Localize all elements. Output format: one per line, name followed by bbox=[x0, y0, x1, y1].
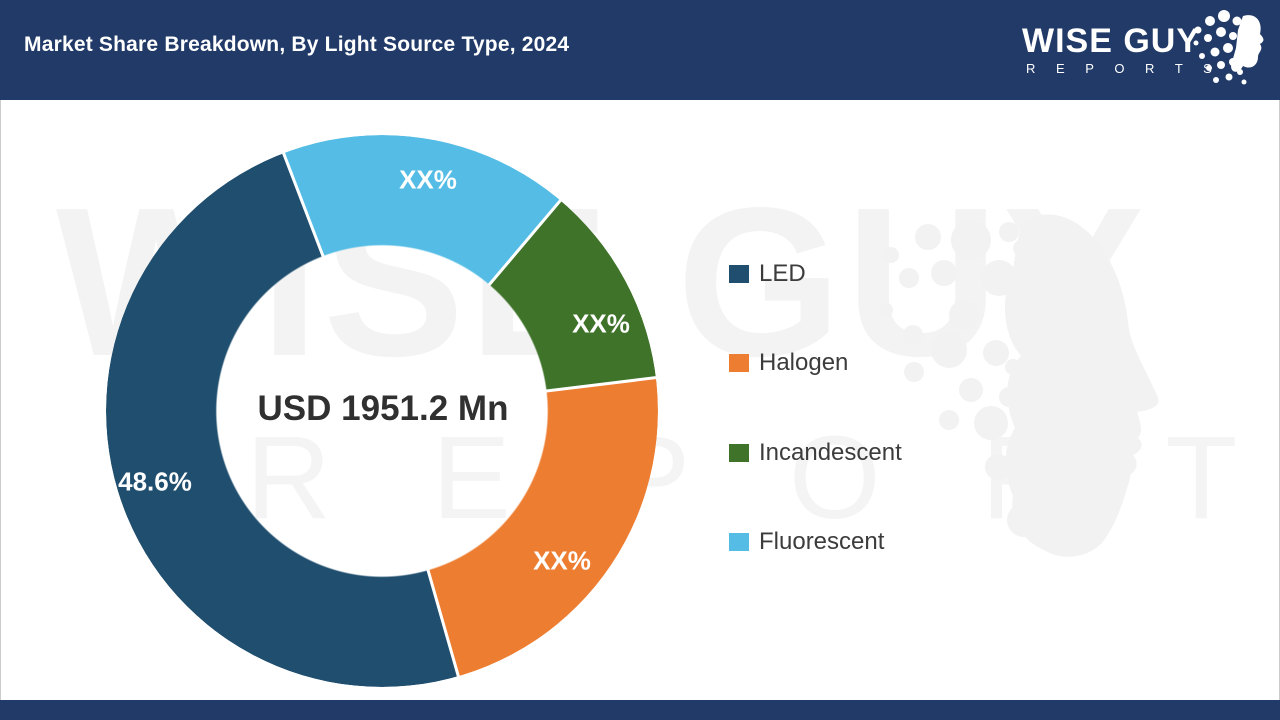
slice-label-incandescent: XX% bbox=[572, 308, 630, 339]
legend-item-led: LED bbox=[729, 260, 806, 287]
legend-label-led: LED bbox=[759, 260, 806, 287]
brand-face-icon bbox=[1193, 10, 1264, 85]
footer-bar bbox=[0, 700, 1280, 720]
slice-divider bbox=[543, 375, 658, 393]
legend-label-halogen: Halogen bbox=[759, 349, 849, 376]
legend-label-fluorescent: Fluorescent bbox=[759, 528, 885, 555]
legend-item-halogen: Halogen bbox=[729, 349, 849, 376]
legend-item-fluorescent: Fluorescent bbox=[729, 528, 885, 555]
brand-name: WISE GUY bbox=[1022, 22, 1201, 60]
slice-divider bbox=[486, 197, 563, 288]
watermark-face-icon bbox=[879, 214, 1159, 557]
slice-divider bbox=[280, 150, 325, 260]
donut-center-value: USD 1951.2 Mn bbox=[257, 389, 509, 428]
slice-label-led: 48.6% bbox=[118, 466, 192, 497]
legend-swatch-halogen bbox=[729, 354, 749, 372]
page-title: Market Share Breakdown, By Light Source … bbox=[24, 33, 570, 56]
slice-divider bbox=[425, 567, 460, 679]
legend-item-incandescent: Incandescent bbox=[729, 439, 902, 466]
legend-swatch-fluorescent bbox=[729, 533, 749, 551]
legend-swatch-led bbox=[729, 265, 749, 283]
legend-label-incandescent: Incandescent bbox=[759, 439, 902, 466]
legend-swatch-incandescent bbox=[729, 444, 749, 462]
donut-ring bbox=[106, 135, 658, 687]
slice-label-fluorescent: XX% bbox=[399, 164, 457, 195]
header-bar: Market Share Breakdown, By Light Source … bbox=[0, 0, 1280, 100]
brand-logo: WISE GUY R E P O R T S bbox=[1016, 8, 1266, 92]
brand-subtitle: R E P O R T S bbox=[1026, 61, 1221, 76]
slice-label-halogen: XX% bbox=[533, 545, 591, 576]
